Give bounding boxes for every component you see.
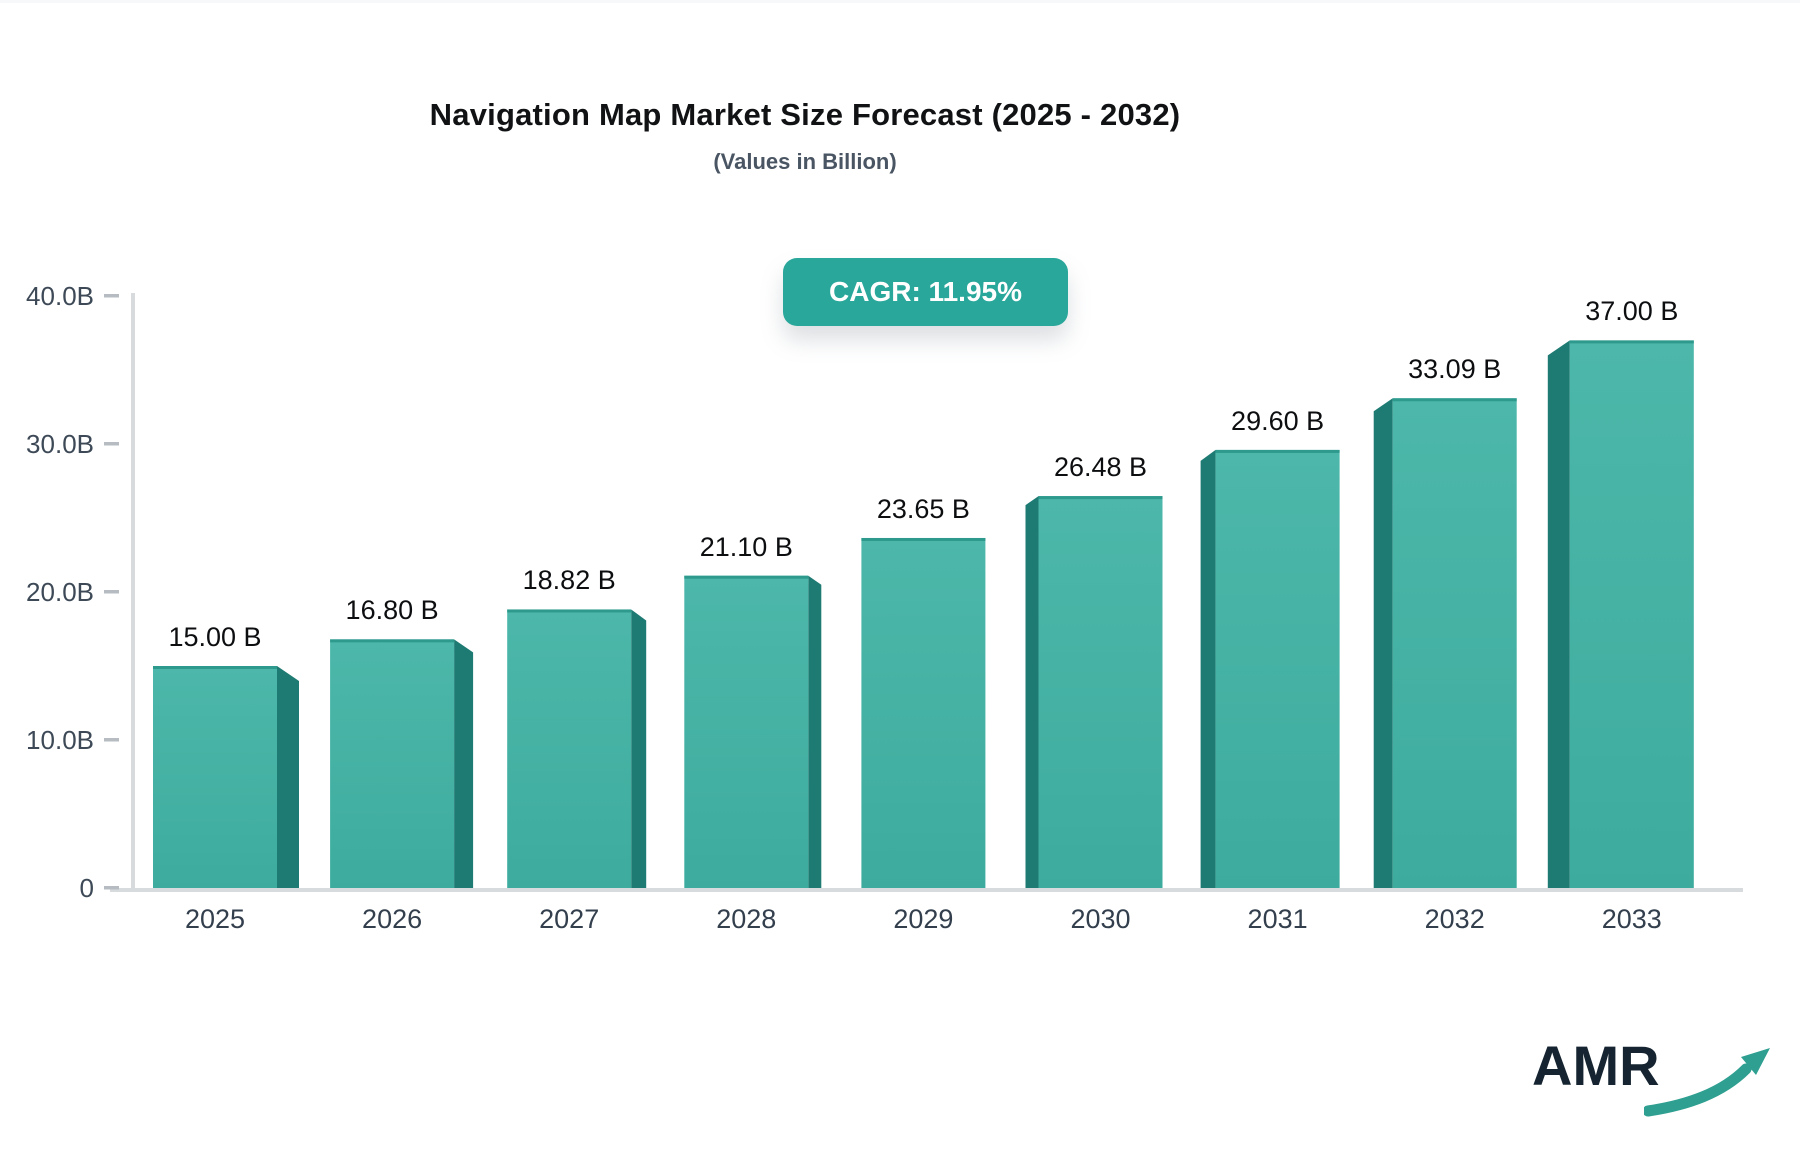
y-axis-tick-label: 30.0B — [26, 429, 94, 459]
bar-top-edge — [153, 666, 277, 669]
bar-value-label: 16.80 B — [345, 595, 439, 626]
y-axis-tick-label: 0 — [79, 873, 94, 903]
chart-subtitle: (Values in Billion) — [713, 149, 897, 174]
bar-value-label: 26.48 B — [1053, 452, 1148, 483]
bar-top-edge — [1392, 398, 1517, 402]
x-axis-baseline — [110, 888, 1743, 892]
bar-value-label: 18.82 B — [522, 565, 616, 596]
bar-side-panel — [454, 639, 474, 888]
bar-side-panel — [277, 666, 299, 888]
bar-top-edge — [1569, 340, 1694, 344]
bar-top-edge — [861, 537, 986, 541]
y-axis-tick-label: 10.0B — [26, 725, 94, 755]
x-axis-label: 2028 — [716, 904, 777, 934]
bar-value-label: 23.65 B — [876, 493, 970, 524]
bar-value-label: 21.10 B — [699, 531, 793, 562]
x-axis-label: 2031 — [1247, 904, 1308, 934]
bar-side-panel — [1547, 340, 1570, 888]
x-axis-label: 2026 — [362, 904, 423, 934]
amr-logo: AMR — [1532, 1031, 1772, 1121]
y-axis-tick — [104, 590, 119, 594]
chart-title: Navigation Map Market Size Forecast (202… — [429, 97, 1181, 132]
x-axis-label: 2033 — [1601, 904, 1662, 934]
bar-face — [1569, 340, 1694, 888]
y-axis-tick — [104, 294, 119, 298]
bar-top-edge — [507, 609, 632, 613]
bar-face — [861, 537, 986, 888]
bar-value-label: 33.09 B — [1408, 354, 1502, 385]
y-axis-line — [131, 293, 135, 892]
x-axis-label: 2030 — [1070, 904, 1131, 934]
cagr-badge: CAGR: 11.95% — [783, 258, 1068, 326]
y-axis-tick — [104, 738, 119, 742]
growth-arrow-icon — [1644, 1048, 1770, 1117]
bar-side-panel — [631, 609, 647, 888]
bar-side-panel — [1200, 449, 1216, 888]
bar-value-label: 37.00 B — [1585, 296, 1679, 327]
cagr-badge-label: CAGR: 11.95% — [829, 276, 1022, 307]
x-axis-label: 2029 — [893, 904, 954, 934]
bar-face — [684, 575, 809, 888]
y-axis-tick-label: 40.0B — [26, 281, 94, 311]
bar-face — [330, 639, 455, 888]
bar-side-panel — [808, 575, 822, 888]
bar-side-panel — [1025, 496, 1039, 888]
bar-value-label: 29.60 B — [1231, 405, 1325, 436]
bar-face — [1392, 398, 1517, 888]
bar-side-panel — [1373, 398, 1393, 888]
bar-chart-canvas — [104, 293, 1743, 892]
y-axis-tick — [104, 886, 119, 890]
bar-top-edge — [330, 639, 455, 643]
y-axis-tick — [104, 442, 119, 446]
bar-top-edge — [1215, 449, 1340, 453]
bar-top-edge — [1038, 496, 1163, 500]
bar-face — [507, 609, 632, 888]
bar-face — [1215, 449, 1340, 888]
x-axis-label: 2027 — [539, 904, 600, 934]
x-axis-label: 2025 — [184, 904, 246, 934]
y-axis-tick-label: 20.0B — [26, 577, 94, 607]
bar-face — [153, 666, 277, 888]
x-axis-label: 2032 — [1424, 904, 1485, 934]
bar-face — [1038, 496, 1163, 888]
bar-value-label: 15.00 B — [168, 622, 262, 652]
bar-top-edge — [684, 575, 809, 579]
amr-logo-text: AMR — [1532, 1034, 1660, 1097]
